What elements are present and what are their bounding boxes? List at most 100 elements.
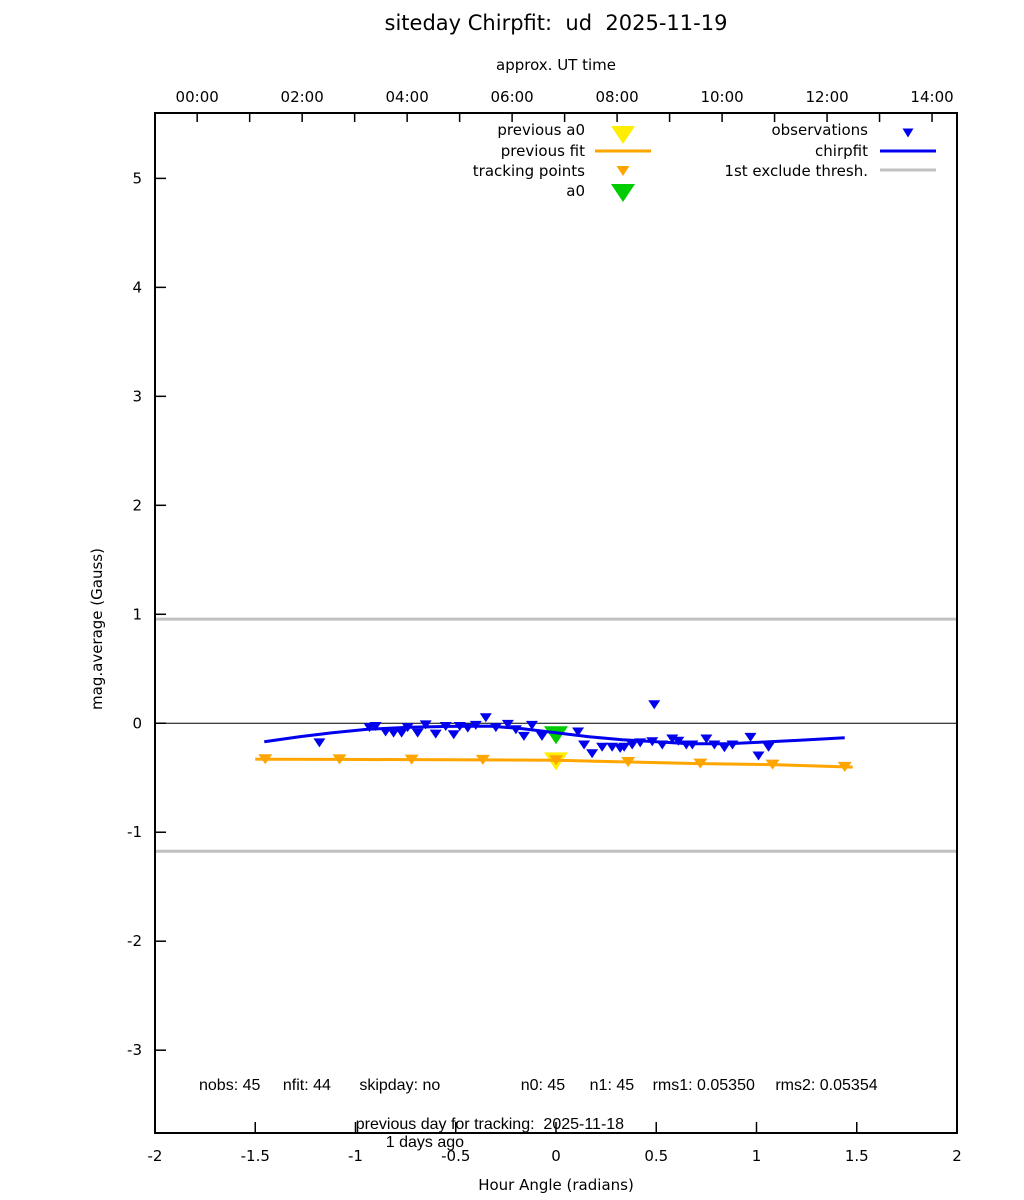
left-axis-label: mag.average (Gauss) xyxy=(88,548,106,710)
left-axis-tick-label: -3 xyxy=(127,1041,142,1059)
observations-point xyxy=(369,722,382,732)
left-axis-tick-label: 5 xyxy=(132,169,142,187)
observations-point xyxy=(718,743,731,753)
tracking-points-point xyxy=(549,755,563,766)
observations-point xyxy=(744,732,757,742)
observations-point xyxy=(700,734,713,744)
observations-point xyxy=(429,729,442,739)
tracking-points-point xyxy=(837,761,852,772)
observations-point xyxy=(646,737,659,747)
observations-point xyxy=(401,723,414,733)
observations-point xyxy=(586,749,599,759)
observations-point xyxy=(469,720,482,730)
observations-point xyxy=(618,742,631,752)
observations-point xyxy=(578,740,591,750)
top-axis-tick-label: 06:00 xyxy=(491,88,534,106)
legend-label-chirpfit: chirpfit xyxy=(815,142,868,160)
legend-label-observations: observations xyxy=(771,121,868,139)
observations-point xyxy=(525,720,538,730)
legend-triangle-large-icon xyxy=(611,126,635,144)
bottom-axis-tick-label: 1 xyxy=(752,1147,762,1165)
observations-point xyxy=(395,728,408,738)
observations-point xyxy=(439,722,452,732)
observations-point xyxy=(726,740,739,750)
stat-previous-day: previous day for tracking: 2025-11-18 xyxy=(355,1116,625,1133)
stat-nfit: nfit: 44 xyxy=(282,1077,331,1094)
tracking-points-point xyxy=(693,758,708,769)
observations-point xyxy=(626,740,639,750)
top-axis-tick-label: 10:00 xyxy=(700,88,743,106)
tracking-points-point xyxy=(765,759,780,770)
left-axis-tick-label: 3 xyxy=(132,387,142,405)
left-axis-tick-label: 1 xyxy=(132,605,142,623)
observations-point xyxy=(596,742,609,752)
observations-point xyxy=(672,736,685,746)
observations-point xyxy=(572,727,585,737)
legend-triangle-small-icon xyxy=(616,166,630,176)
bottom-axis-tick-label: 0 xyxy=(551,1147,561,1165)
observations-point xyxy=(535,731,548,741)
stat-n1: n1: 45 xyxy=(589,1077,635,1094)
legend-label-previous-fit: previous fit xyxy=(500,142,585,160)
observations-point xyxy=(411,728,424,738)
legend-label-a0: a0 xyxy=(566,182,585,200)
top-axis-tick-label: 08:00 xyxy=(595,88,638,106)
tracking-points-point xyxy=(404,754,419,765)
plot-border xyxy=(154,112,958,1134)
left-axis-tick-label: 0 xyxy=(132,714,142,732)
chart-title: siteday Chirpfit: ud 2025-11-19 xyxy=(384,11,728,35)
legend-triangle-large-icon xyxy=(611,184,635,202)
tracking-points-point xyxy=(621,756,636,767)
legend-label-exclude-thresh: 1st exclude thresh. xyxy=(724,162,868,180)
observations-point xyxy=(752,751,765,761)
stats-line1: nobs: 45 nfit: 44 skipday: no n0: 45 n1:… xyxy=(199,1077,878,1095)
observations-point xyxy=(501,719,514,729)
observations-point xyxy=(762,742,775,752)
bottom-axis-label: Hour Angle (radians) xyxy=(478,1176,634,1194)
observations-point xyxy=(461,723,474,733)
observations-point xyxy=(686,740,699,750)
bottom-axis-tick-label: -1.5 xyxy=(241,1147,270,1165)
bottom-axis-tick-label: -1 xyxy=(348,1147,363,1165)
observations-point xyxy=(509,725,522,735)
bottom-axis-tick-label: -0.5 xyxy=(441,1147,470,1165)
top-axis-tick-label: 00:00 xyxy=(176,88,219,106)
observations-point xyxy=(419,720,432,730)
left-axis-tick-label: 2 xyxy=(132,496,142,514)
observations-point xyxy=(387,728,400,738)
stat-n0: n0: 45 xyxy=(520,1077,566,1094)
observations-point xyxy=(634,738,647,748)
stat-nobs: nobs: 45 xyxy=(199,1077,261,1094)
bottom-axis-tick-label: -2 xyxy=(148,1147,163,1165)
observations-point xyxy=(447,730,460,740)
bottom-axis-tick-label: 0.5 xyxy=(644,1147,668,1165)
legend-triangle-small-icon xyxy=(902,128,914,138)
top-axis-tick-label: 02:00 xyxy=(281,88,324,106)
observations-point xyxy=(517,731,530,741)
observations-point xyxy=(648,700,661,710)
stat-rms1: rms1: 0.05350 xyxy=(652,1077,755,1094)
stat-skipday: skipday: no xyxy=(359,1077,441,1094)
bottom-axis-tick-label: 2 xyxy=(952,1147,962,1165)
left-axis-tick-label: 4 xyxy=(132,278,142,296)
left-axis-tick-label: -1 xyxy=(127,823,142,841)
top-axis-label: approx. UT time xyxy=(496,56,616,74)
left-axis-tick-label: -2 xyxy=(127,932,142,950)
tracking-points-point xyxy=(475,754,490,765)
observations-point xyxy=(656,740,669,750)
chirpfit-line xyxy=(264,724,845,746)
stat-rms2: rms2: 0.05354 xyxy=(775,1077,878,1094)
observations-point xyxy=(313,738,326,748)
observations-point xyxy=(479,713,492,723)
top-axis-tick-label: 04:00 xyxy=(386,88,429,106)
legend-label-previous-a0: previous a0 xyxy=(497,121,585,139)
observations-point xyxy=(708,740,721,750)
observations-point xyxy=(489,723,502,733)
tracking-points-point xyxy=(258,754,273,765)
top-axis-tick-label: 12:00 xyxy=(805,88,848,106)
stats-line2: previous day for tracking: 2025-11-18 1 … xyxy=(338,1098,624,1170)
tracking-points-point xyxy=(332,754,347,765)
top-axis-tick-label: 14:00 xyxy=(910,88,953,106)
